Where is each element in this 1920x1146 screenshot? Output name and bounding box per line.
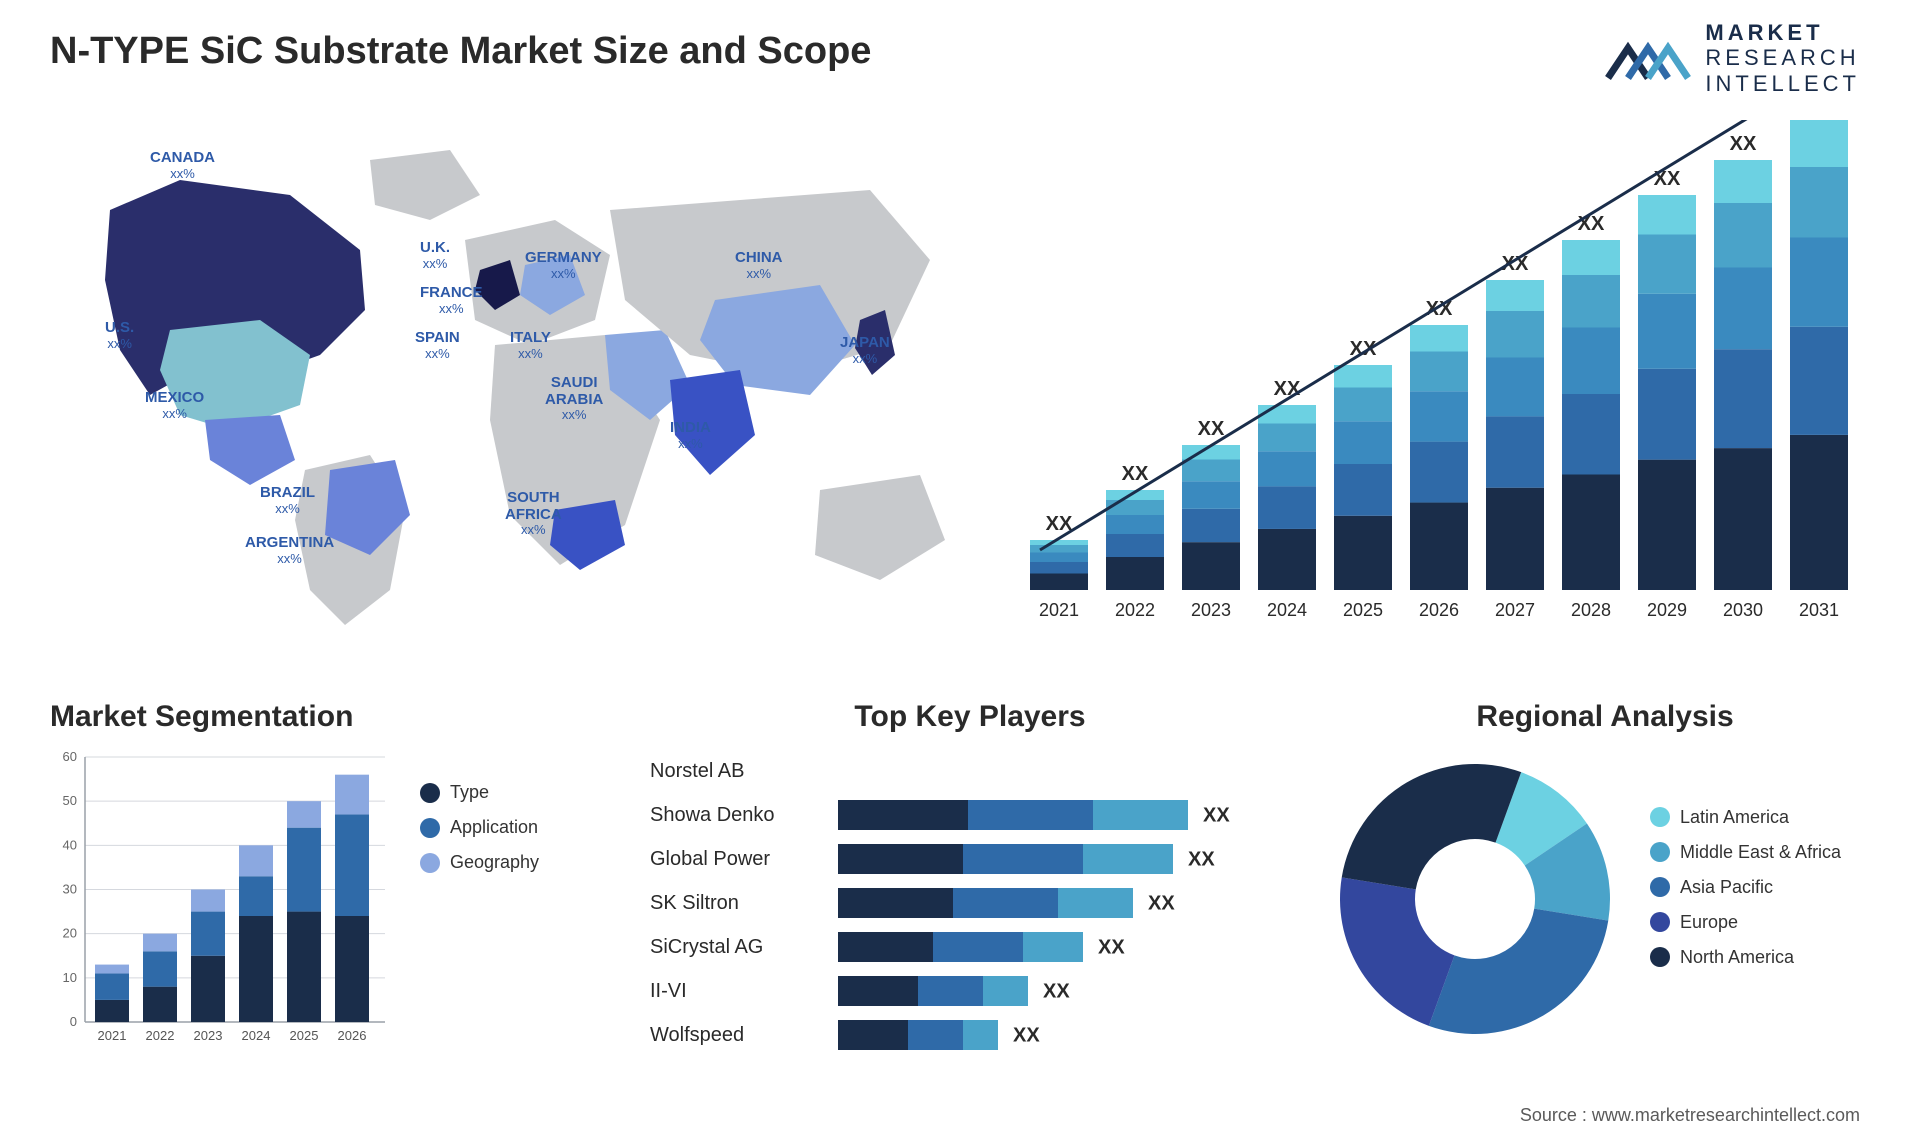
svg-text:2030: 2030	[1723, 600, 1763, 620]
legend-item: North America	[1650, 947, 1841, 968]
svg-text:40: 40	[63, 837, 77, 852]
svg-text:0: 0	[70, 1014, 77, 1029]
svg-text:2026: 2026	[1419, 600, 1459, 620]
growth-chart: XX 2021 XX 2022 XX 2023 XX 2024 XX 2025 XX 2026 XX 20…	[1010, 120, 1860, 640]
segmentation-title: Market Segmentation	[50, 700, 610, 734]
svg-text:XX: XX	[1098, 937, 1125, 959]
legend-item: Geography	[420, 852, 539, 873]
svg-text:XX: XX	[1148, 893, 1175, 915]
segmentation-section: Market Segmentation 0 10 20 30 40 50 60 2021 202…	[50, 700, 610, 1052]
svg-text:2031: 2031	[1799, 600, 1839, 620]
svg-text:2028: 2028	[1571, 600, 1611, 620]
logo-line2: RESEARCH	[1705, 45, 1860, 70]
players-chart: XXXXXXXXXXXX	[838, 749, 1278, 1069]
legend-item: Europe	[1650, 912, 1841, 933]
svg-text:2021: 2021	[1039, 600, 1079, 620]
players-section: Top Key Players Norstel ABShowa DenkoGlo…	[650, 700, 1290, 1069]
regional-title: Regional Analysis	[1330, 700, 1880, 734]
legend-item: Latin America	[1650, 807, 1841, 828]
map-label: ITALYxx%	[510, 330, 551, 361]
svg-text:20: 20	[63, 926, 77, 941]
map-label: JAPANxx%	[840, 335, 890, 366]
svg-text:10: 10	[63, 970, 77, 985]
logo-icon	[1603, 23, 1693, 93]
segmentation-chart: 0 10 20 30 40 50 60 2021 2022 2023 2024 2025 2026	[50, 752, 390, 1052]
legend-item: Asia Pacific	[1650, 877, 1841, 898]
svg-text:XX: XX	[1188, 849, 1215, 871]
svg-text:30: 30	[63, 882, 77, 897]
player-name: SK Siltron	[650, 881, 820, 925]
map-label: FRANCExx%	[420, 285, 483, 316]
map-label: INDIAxx%	[670, 420, 711, 451]
svg-text:XX: XX	[1203, 805, 1230, 827]
map-label: BRAZILxx%	[260, 485, 315, 516]
player-name: Wolfspeed	[650, 1013, 820, 1057]
player-name: SiCrystal AG	[650, 925, 820, 969]
map-label: SOUTHAFRICAxx%	[505, 490, 562, 537]
logo-line3: INTELLECT	[1705, 71, 1860, 96]
svg-text:2024: 2024	[1267, 600, 1307, 620]
svg-text:2026: 2026	[338, 1028, 367, 1043]
svg-text:XX: XX	[1730, 133, 1757, 155]
svg-text:2024: 2024	[242, 1028, 271, 1043]
regional-legend: Latin America Middle East & Africa Asia Pa…	[1650, 807, 1841, 982]
world-map: CANADAxx% U.S.xx% MEXICOxx% BRAZILxx% ARGENT…	[50, 120, 970, 640]
map-label: SAUDIARABIAxx%	[545, 375, 603, 422]
svg-text:2029: 2029	[1647, 600, 1687, 620]
svg-text:2022: 2022	[146, 1028, 175, 1043]
regional-section: Regional Analysis Latin America Middle Ea…	[1330, 700, 1880, 1039]
brand-logo: MARKET RESEARCH INTELLECT	[1603, 20, 1860, 96]
regional-donut	[1330, 749, 1620, 1039]
page-title: N-TYPE SiC Substrate Market Size and Sco…	[50, 30, 871, 73]
map-label: GERMANYxx%	[525, 250, 602, 281]
svg-text:XX: XX	[1013, 1025, 1040, 1047]
map-label: CHINAxx%	[735, 250, 783, 281]
svg-text:XX: XX	[1502, 253, 1529, 275]
legend-item: Middle East & Africa	[1650, 842, 1841, 863]
svg-text:2025: 2025	[290, 1028, 319, 1043]
svg-text:XX: XX	[1578, 213, 1605, 235]
player-name: Norstel AB	[650, 749, 820, 793]
svg-text:2027: 2027	[1495, 600, 1535, 620]
svg-text:2022: 2022	[1115, 600, 1155, 620]
svg-text:XX: XX	[1043, 981, 1070, 1003]
map-label: U.S.xx%	[105, 320, 134, 351]
svg-text:60: 60	[63, 752, 77, 764]
svg-text:XX: XX	[1274, 378, 1301, 400]
svg-text:XX: XX	[1198, 418, 1225, 440]
map-label: ARGENTINAxx%	[245, 535, 334, 566]
player-name: Global Power	[650, 837, 820, 881]
player-name: II-VI	[650, 969, 820, 1013]
logo-line1: MARKET	[1705, 20, 1860, 45]
player-name: Showa Denko	[650, 793, 820, 837]
svg-text:XX: XX	[1122, 463, 1149, 485]
source-text: Source : www.marketresearchintellect.com	[1520, 1105, 1860, 1126]
svg-text:2023: 2023	[194, 1028, 223, 1043]
map-label: SPAINxx%	[415, 330, 460, 361]
segmentation-legend: Type Application Geography	[420, 782, 539, 887]
legend-item: Type	[420, 782, 539, 803]
svg-text:2023: 2023	[1191, 600, 1231, 620]
map-label: MEXICOxx%	[145, 390, 204, 421]
players-title: Top Key Players	[650, 700, 1290, 734]
svg-text:2025: 2025	[1343, 600, 1383, 620]
map-label: U.K.xx%	[420, 240, 450, 271]
svg-text:XX: XX	[1350, 338, 1377, 360]
players-names: Norstel ABShowa DenkoGlobal PowerSK Silt…	[650, 749, 820, 1069]
svg-text:50: 50	[63, 793, 77, 808]
legend-item: Application	[420, 817, 539, 838]
map-label: CANADAxx%	[150, 150, 215, 181]
svg-text:2021: 2021	[98, 1028, 127, 1043]
